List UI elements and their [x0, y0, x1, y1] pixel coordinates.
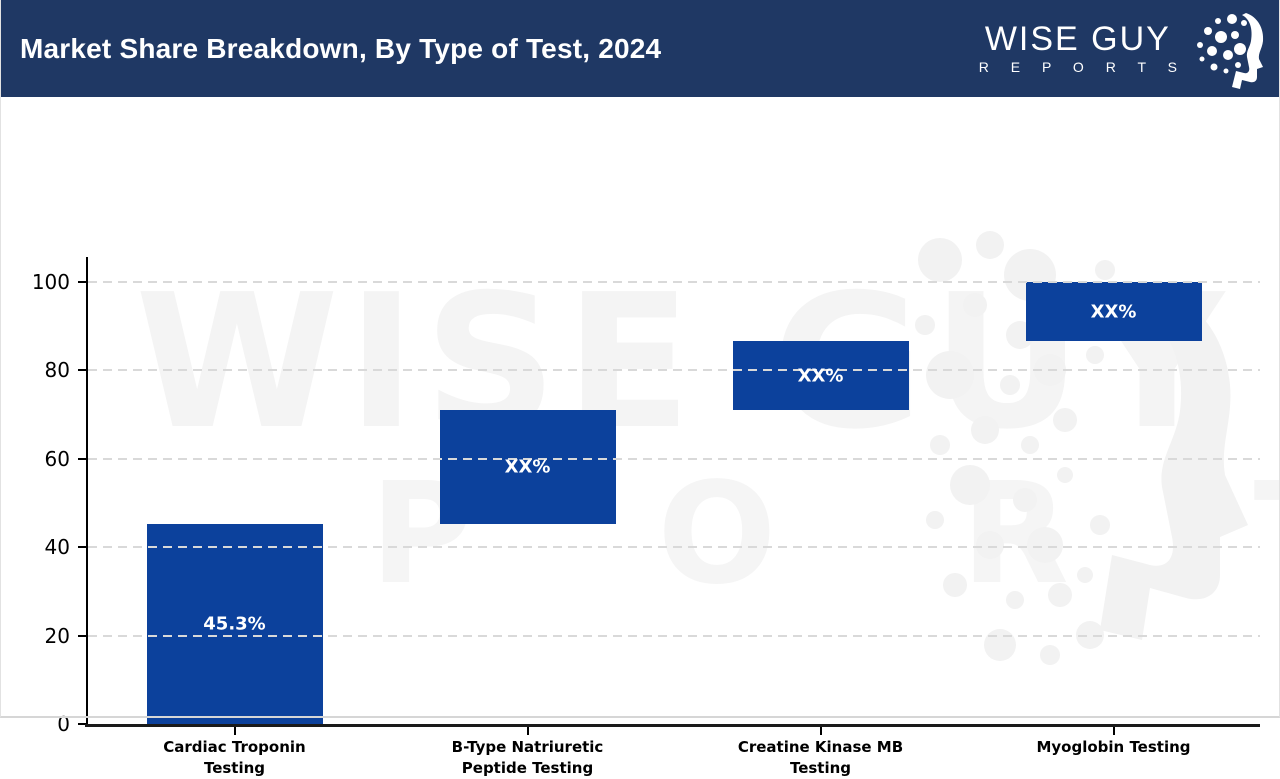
wise-guy-logo: WISE GUY R E P O R T S [970, 7, 1280, 91]
category-label: B-Type Natriuretic Peptide Testing [451, 738, 604, 777]
x-tick-mark [526, 727, 529, 735]
watermark-head-dots [915, 231, 1248, 665]
y-tick-label: 20 [44, 623, 70, 648]
y-axis-line [86, 257, 88, 726]
bar-value-label: XX% [504, 456, 551, 478]
y-tick-label: 0 [57, 712, 70, 736]
bar-value-label: XX% [1090, 301, 1137, 323]
category-label: Cardiac Troponin Testing [163, 738, 306, 777]
category-label: Creatine Kinase MB Testing [737, 738, 904, 777]
y-tick-mark [78, 281, 86, 283]
bar-value-label: XX% [797, 365, 844, 387]
y-tick-mark [78, 369, 86, 372]
y-gridline [88, 546, 1260, 549]
category-label: Myoglobin Testing [1036, 738, 1191, 756]
bar [146, 523, 323, 724]
page-title: Market Share Breakdown, By Type of Test,… [20, 32, 662, 64]
y-gridline [88, 457, 1260, 460]
x-tick-mark [233, 727, 236, 735]
y-gridline [88, 281, 1260, 283]
x-tick-mark [819, 727, 822, 735]
y-tick-mark [78, 634, 86, 637]
logo-name: WISE GUY [984, 19, 1171, 58]
y-tick-label: 100 [31, 270, 70, 294]
logo-head-dots-icon [1197, 12, 1264, 89]
y-tick-label: 80 [44, 358, 70, 383]
y-tick-mark [78, 546, 86, 549]
bar-value-label: 45.3% [203, 613, 266, 635]
y-tick-label: 60 [44, 446, 70, 471]
header-bar: Market Share Breakdown, By Type of Test,… [0, 0, 1280, 97]
y-gridline [88, 634, 1260, 637]
y-gridline [88, 369, 1260, 372]
y-tick-label: 40 [44, 535, 70, 560]
logo-wordmark: WISE GUY R E P O R T S [970, 22, 1186, 76]
y-tick-mark [78, 457, 86, 460]
bar [439, 410, 616, 524]
bar [732, 341, 909, 411]
x-axis-line [85, 724, 1260, 727]
logo-subtitle: R E P O R T S [978, 58, 1186, 75]
bar [1025, 282, 1202, 342]
x-tick-mark [1112, 727, 1115, 735]
